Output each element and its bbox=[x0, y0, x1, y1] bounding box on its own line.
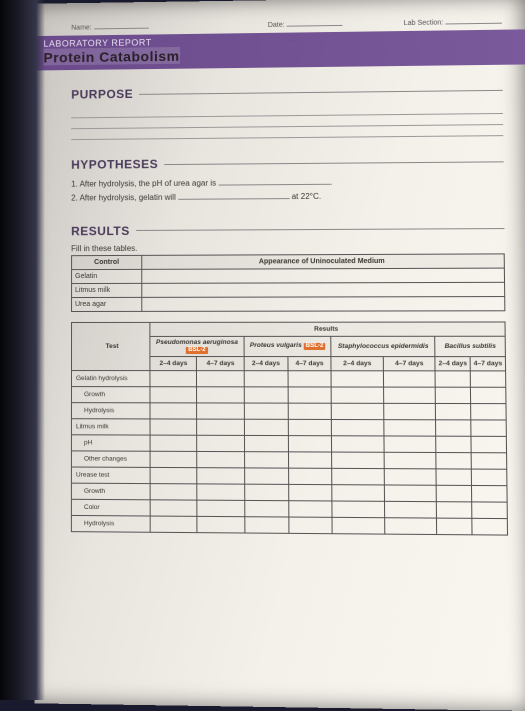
org2: Proteus vulgaris BSL-2 bbox=[244, 336, 331, 356]
daycol: 2–4 days bbox=[150, 356, 197, 370]
hypotheses-list: 1. After hydrolysis, the pH of urea agar… bbox=[71, 174, 504, 206]
row-growth2: Growth bbox=[71, 483, 150, 500]
t1-cell[interactable] bbox=[142, 282, 505, 297]
section-label: Lab Section: bbox=[404, 20, 444, 28]
bsl-badge: BSL-2 bbox=[304, 343, 326, 350]
header-fields: Name: Date: Lab Section: bbox=[71, 15, 502, 32]
page-title: Protein Catabolism bbox=[43, 47, 179, 65]
t1-row-urea: Urea agar bbox=[72, 297, 142, 311]
bsl-badge: BSL-2 bbox=[186, 347, 208, 354]
control-table: Control Appearance of Uninoculated Mediu… bbox=[71, 253, 505, 312]
purpose-lines[interactable] bbox=[71, 103, 503, 140]
daycol: 2–4 days bbox=[244, 357, 288, 371]
t1-row-gelatin: Gelatin bbox=[72, 269, 142, 283]
row-other: Other changes bbox=[71, 451, 150, 468]
row-litmus: Litmus milk bbox=[71, 419, 150, 435]
daycol: 2–4 days bbox=[435, 357, 470, 371]
results-caption: Fill in these tables. bbox=[71, 242, 505, 253]
org3: Staphylococcus epidermidis bbox=[331, 336, 435, 357]
daycol: 4–7 days bbox=[470, 357, 505, 371]
report-banner: LABORATORY REPORT Protein Catabolism bbox=[36, 29, 525, 70]
t2-results-header: Results bbox=[150, 322, 505, 336]
purpose-heading: PURPOSE bbox=[71, 83, 503, 102]
row-ph: pH bbox=[71, 435, 150, 451]
hyp2-post: at 22°C. bbox=[292, 192, 322, 201]
date-input[interactable] bbox=[287, 17, 343, 27]
row-hydrolysis2: Hydrolysis bbox=[71, 515, 150, 532]
daycol: 4–7 days bbox=[383, 357, 435, 371]
t1-row-litmus: Litmus milk bbox=[72, 283, 142, 297]
hyp1-text: 1. After hydrolysis, the pH of urea agar… bbox=[71, 179, 216, 189]
t2-test-header: Test bbox=[71, 322, 149, 370]
row-color: Color bbox=[71, 499, 150, 516]
daycol: 4–7 days bbox=[288, 357, 332, 371]
daycol: 4–7 days bbox=[197, 357, 244, 371]
row-growth: Growth bbox=[71, 387, 150, 403]
name-label: Name: bbox=[71, 24, 91, 31]
row-hydrolysis: Hydrolysis bbox=[71, 403, 150, 419]
hypotheses-heading: HYPOTHESES bbox=[71, 154, 504, 171]
results-table: Test Results Pseudomonas aeruginosaBSL-2… bbox=[71, 321, 508, 535]
report-label: LABORATORY REPORT bbox=[43, 32, 522, 48]
row-gelatin: Gelatin hydrolysis bbox=[71, 371, 149, 387]
t1-cell[interactable] bbox=[142, 268, 505, 283]
section-input[interactable] bbox=[445, 15, 502, 25]
name-input[interactable] bbox=[94, 20, 149, 30]
date-label: Date: bbox=[268, 22, 285, 29]
hyp2-text: 2. After hydrolysis, gelatin will bbox=[71, 193, 176, 203]
results-heading: RESULTS bbox=[71, 222, 504, 238]
org1: Pseudomonas aeruginosaBSL-2 bbox=[150, 336, 244, 356]
t1-appearance-header: Appearance of Uninoculated Medium bbox=[142, 254, 505, 269]
t1-cell[interactable] bbox=[142, 296, 505, 311]
t1-control-header: Control bbox=[72, 255, 142, 269]
row-urease: Urease test bbox=[71, 467, 150, 484]
hyp2-blank[interactable] bbox=[178, 191, 289, 200]
hyp1-blank[interactable] bbox=[218, 177, 330, 186]
org4: Bacillus subtilis bbox=[435, 336, 505, 357]
daycol: 2–4 days bbox=[331, 357, 383, 371]
